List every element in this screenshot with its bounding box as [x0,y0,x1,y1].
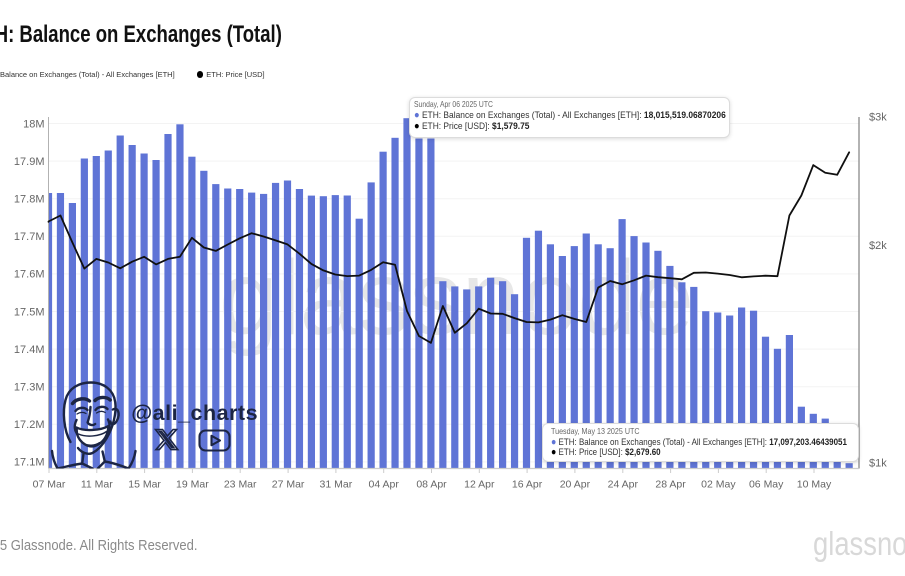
svg-text:27 Mar: 27 Mar [272,479,305,491]
svg-text:16 Apr: 16 Apr [512,479,543,491]
svg-text:$1k: $1k [869,458,887,470]
svg-text:23 Mar: 23 Mar [224,479,257,491]
svg-text:24 Apr: 24 Apr [608,479,639,491]
svg-text:$3k: $3k [869,111,887,123]
svg-text:$2k: $2k [869,240,887,252]
svg-text:@ali_charts: @ali_charts [131,401,258,425]
svg-text:17.7M: 17.7M [14,231,45,243]
svg-text:12 Apr: 12 Apr [464,479,495,491]
svg-text:17.2M: 17.2M [14,419,45,431]
svg-text:17.5M: 17.5M [14,306,45,318]
svg-text:15 Mar: 15 Mar [128,479,161,491]
svg-text:18M: 18M [23,118,44,130]
svg-text:28 Apr: 28 Apr [655,479,686,491]
svg-text:17.8M: 17.8M [14,194,45,206]
svg-text:17.9M: 17.9M [14,156,45,168]
svg-text:17.4M: 17.4M [14,344,45,356]
svg-text:06 May: 06 May [749,479,784,491]
svg-text:08 Apr: 08 Apr [416,479,447,491]
svg-text:02 May: 02 May [701,479,736,491]
svg-text:07 Mar: 07 Mar [33,479,66,491]
svg-text:31 Mar: 31 Mar [320,479,353,491]
svg-text:17.6M: 17.6M [14,269,45,281]
svg-text:20 Apr: 20 Apr [560,479,591,491]
svg-text:19 Mar: 19 Mar [176,479,209,491]
svg-text:10 May: 10 May [797,479,832,491]
svg-text:17.1M: 17.1M [14,457,45,469]
svg-text:04 Apr: 04 Apr [369,479,400,491]
svg-text:17.3M: 17.3M [14,382,45,394]
svg-text:11 Mar: 11 Mar [81,479,113,491]
